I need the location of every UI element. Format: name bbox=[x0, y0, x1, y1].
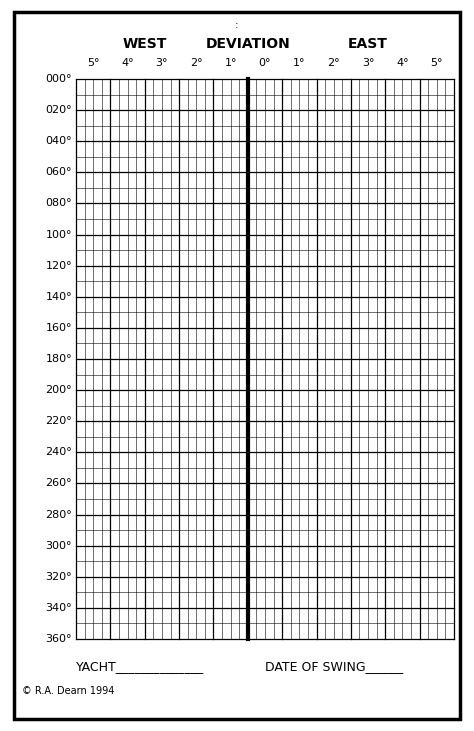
Text: DEVIATION: DEVIATION bbox=[205, 37, 290, 51]
Text: 120°: 120° bbox=[46, 261, 72, 270]
Text: 220°: 220° bbox=[45, 416, 72, 426]
Text: 3°: 3° bbox=[155, 58, 168, 68]
Text: WEST: WEST bbox=[123, 37, 167, 51]
Text: © R.A. Dearn 1994: © R.A. Dearn 1994 bbox=[22, 686, 114, 696]
Text: 000°: 000° bbox=[46, 74, 72, 84]
Text: 100°: 100° bbox=[46, 230, 72, 240]
Text: 1°: 1° bbox=[293, 58, 306, 68]
Text: 320°: 320° bbox=[46, 572, 72, 582]
Text: 360°: 360° bbox=[46, 634, 72, 644]
Text: 3°: 3° bbox=[362, 58, 374, 68]
Text: 2°: 2° bbox=[190, 58, 202, 68]
Text: 040°: 040° bbox=[46, 136, 72, 146]
Text: 240°: 240° bbox=[45, 447, 72, 458]
FancyBboxPatch shape bbox=[14, 12, 460, 719]
Text: 180°: 180° bbox=[46, 354, 72, 364]
Text: EAST: EAST bbox=[348, 37, 388, 51]
Text: 340°: 340° bbox=[46, 603, 72, 613]
Text: 060°: 060° bbox=[46, 167, 72, 178]
Text: 1°: 1° bbox=[224, 58, 237, 68]
Text: 300°: 300° bbox=[46, 541, 72, 550]
Text: 280°: 280° bbox=[45, 510, 72, 520]
Text: 0°: 0° bbox=[259, 58, 271, 68]
Text: YACHT______________: YACHT______________ bbox=[76, 661, 204, 673]
Text: 160°: 160° bbox=[46, 323, 72, 333]
Text: DATE OF SWING______: DATE OF SWING______ bbox=[265, 661, 403, 673]
Text: :: : bbox=[235, 20, 239, 30]
Text: 5°: 5° bbox=[430, 58, 443, 68]
Text: 4°: 4° bbox=[396, 58, 409, 68]
Text: 2°: 2° bbox=[328, 58, 340, 68]
Text: 4°: 4° bbox=[121, 58, 134, 68]
Text: 020°: 020° bbox=[46, 105, 72, 115]
Text: 200°: 200° bbox=[46, 385, 72, 395]
Text: 260°: 260° bbox=[46, 479, 72, 488]
Text: 080°: 080° bbox=[46, 198, 72, 208]
Text: 5°: 5° bbox=[87, 58, 100, 68]
Text: 140°: 140° bbox=[46, 292, 72, 302]
